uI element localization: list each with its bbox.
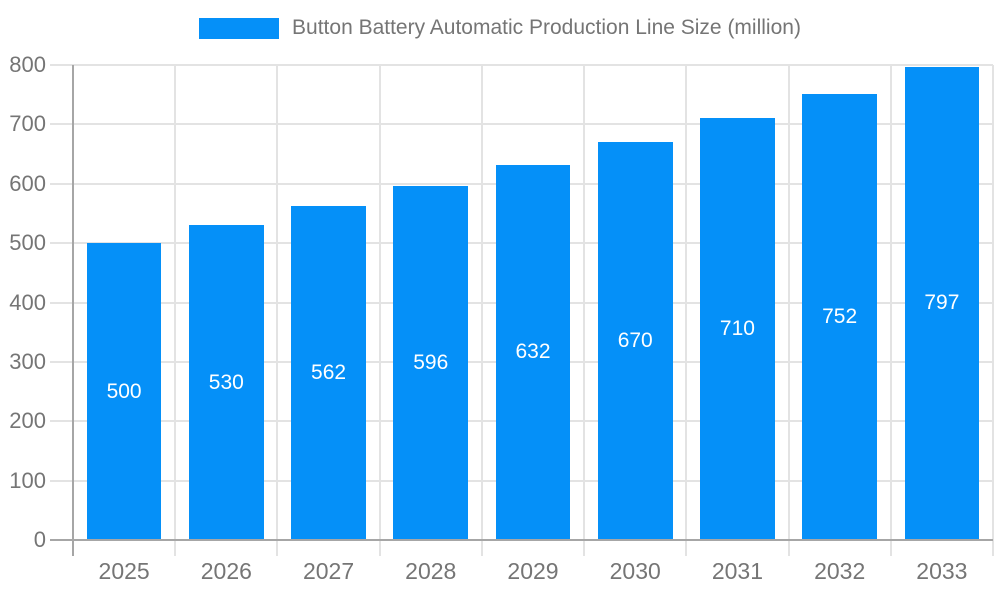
bar-value-label: 500 (106, 379, 142, 403)
bar-value-label: 670 (617, 329, 653, 353)
bar-value-label: 530 (208, 370, 244, 394)
y-tick-label: 300 (9, 348, 46, 374)
bar-2033[interactable]: 797 (904, 66, 980, 540)
bar-2031[interactable]: 710 (700, 118, 775, 540)
bar-2029[interactable]: 632 (495, 164, 571, 540)
h-gridline (50, 64, 993, 66)
bar-2026[interactable]: 530 (189, 225, 264, 540)
legend-label: Button Battery Automatic Production Line… (292, 16, 801, 39)
bar-2025[interactable]: 500 (86, 243, 162, 540)
x-tick-label: 2025 (98, 558, 150, 584)
bar-2027[interactable]: 562 (291, 206, 366, 540)
bar-value-label: 596 (413, 351, 449, 375)
bar-2030[interactable]: 670 (597, 142, 673, 540)
y-tick-label: 400 (9, 289, 46, 315)
x-tick-label: 2026 (200, 558, 252, 584)
y-tick-label: 0 (33, 527, 46, 552)
v-gridline (378, 65, 381, 556)
y-axis-line (72, 65, 74, 556)
y-tick-label: 700 (9, 111, 46, 137)
v-gridline (174, 65, 177, 556)
x-tick-label: 2030 (609, 558, 661, 584)
bar-2028[interactable]: 596 (393, 186, 469, 540)
y-axis-labels: 0 100 200 300 400 500 600 700 800 (0, 52, 46, 552)
y-tick-label: 800 (9, 52, 46, 77)
x-tick-label: 2028 (405, 558, 457, 584)
bar-value-label: 797 (924, 291, 960, 315)
legend-item[interactable]: Button Battery Automatic Production Line… (0, 16, 1000, 40)
bar-value-label: 752 (822, 304, 858, 328)
bar-value-label: 562 (311, 361, 347, 385)
legend-swatch (199, 17, 280, 39)
v-gridline (685, 65, 688, 556)
y-tick-label: 500 (9, 230, 46, 256)
y-tick-label: 100 (9, 467, 46, 493)
v-gridline (480, 65, 483, 556)
x-tick-label: 2031 (711, 558, 764, 584)
x-tick-label: 2027 (302, 558, 355, 584)
v-gridline (276, 65, 279, 556)
x-axis-line (50, 539, 993, 541)
x-tick-label: 2029 (507, 558, 559, 584)
bar-value-label: 632 (515, 340, 551, 364)
x-tick-label: 2032 (814, 558, 866, 584)
bar-value-label: 710 (719, 317, 755, 341)
v-gridline (889, 65, 892, 556)
bar-2032[interactable]: 752 (802, 93, 877, 540)
plot-area: 500 530 562 596 632 670 710 752 797 (50, 64, 994, 556)
v-gridline (787, 65, 790, 556)
v-gridline (583, 65, 586, 556)
v-gridline (992, 65, 994, 556)
y-tick-label: 200 (9, 408, 46, 434)
h-gridline (50, 123, 993, 126)
x-tick-label: 2033 (916, 558, 968, 584)
y-tick-label: 600 (9, 170, 46, 196)
x-axis-labels: 2025 2026 2027 2028 2029 2030 2031 2032 2033 (73, 558, 993, 592)
